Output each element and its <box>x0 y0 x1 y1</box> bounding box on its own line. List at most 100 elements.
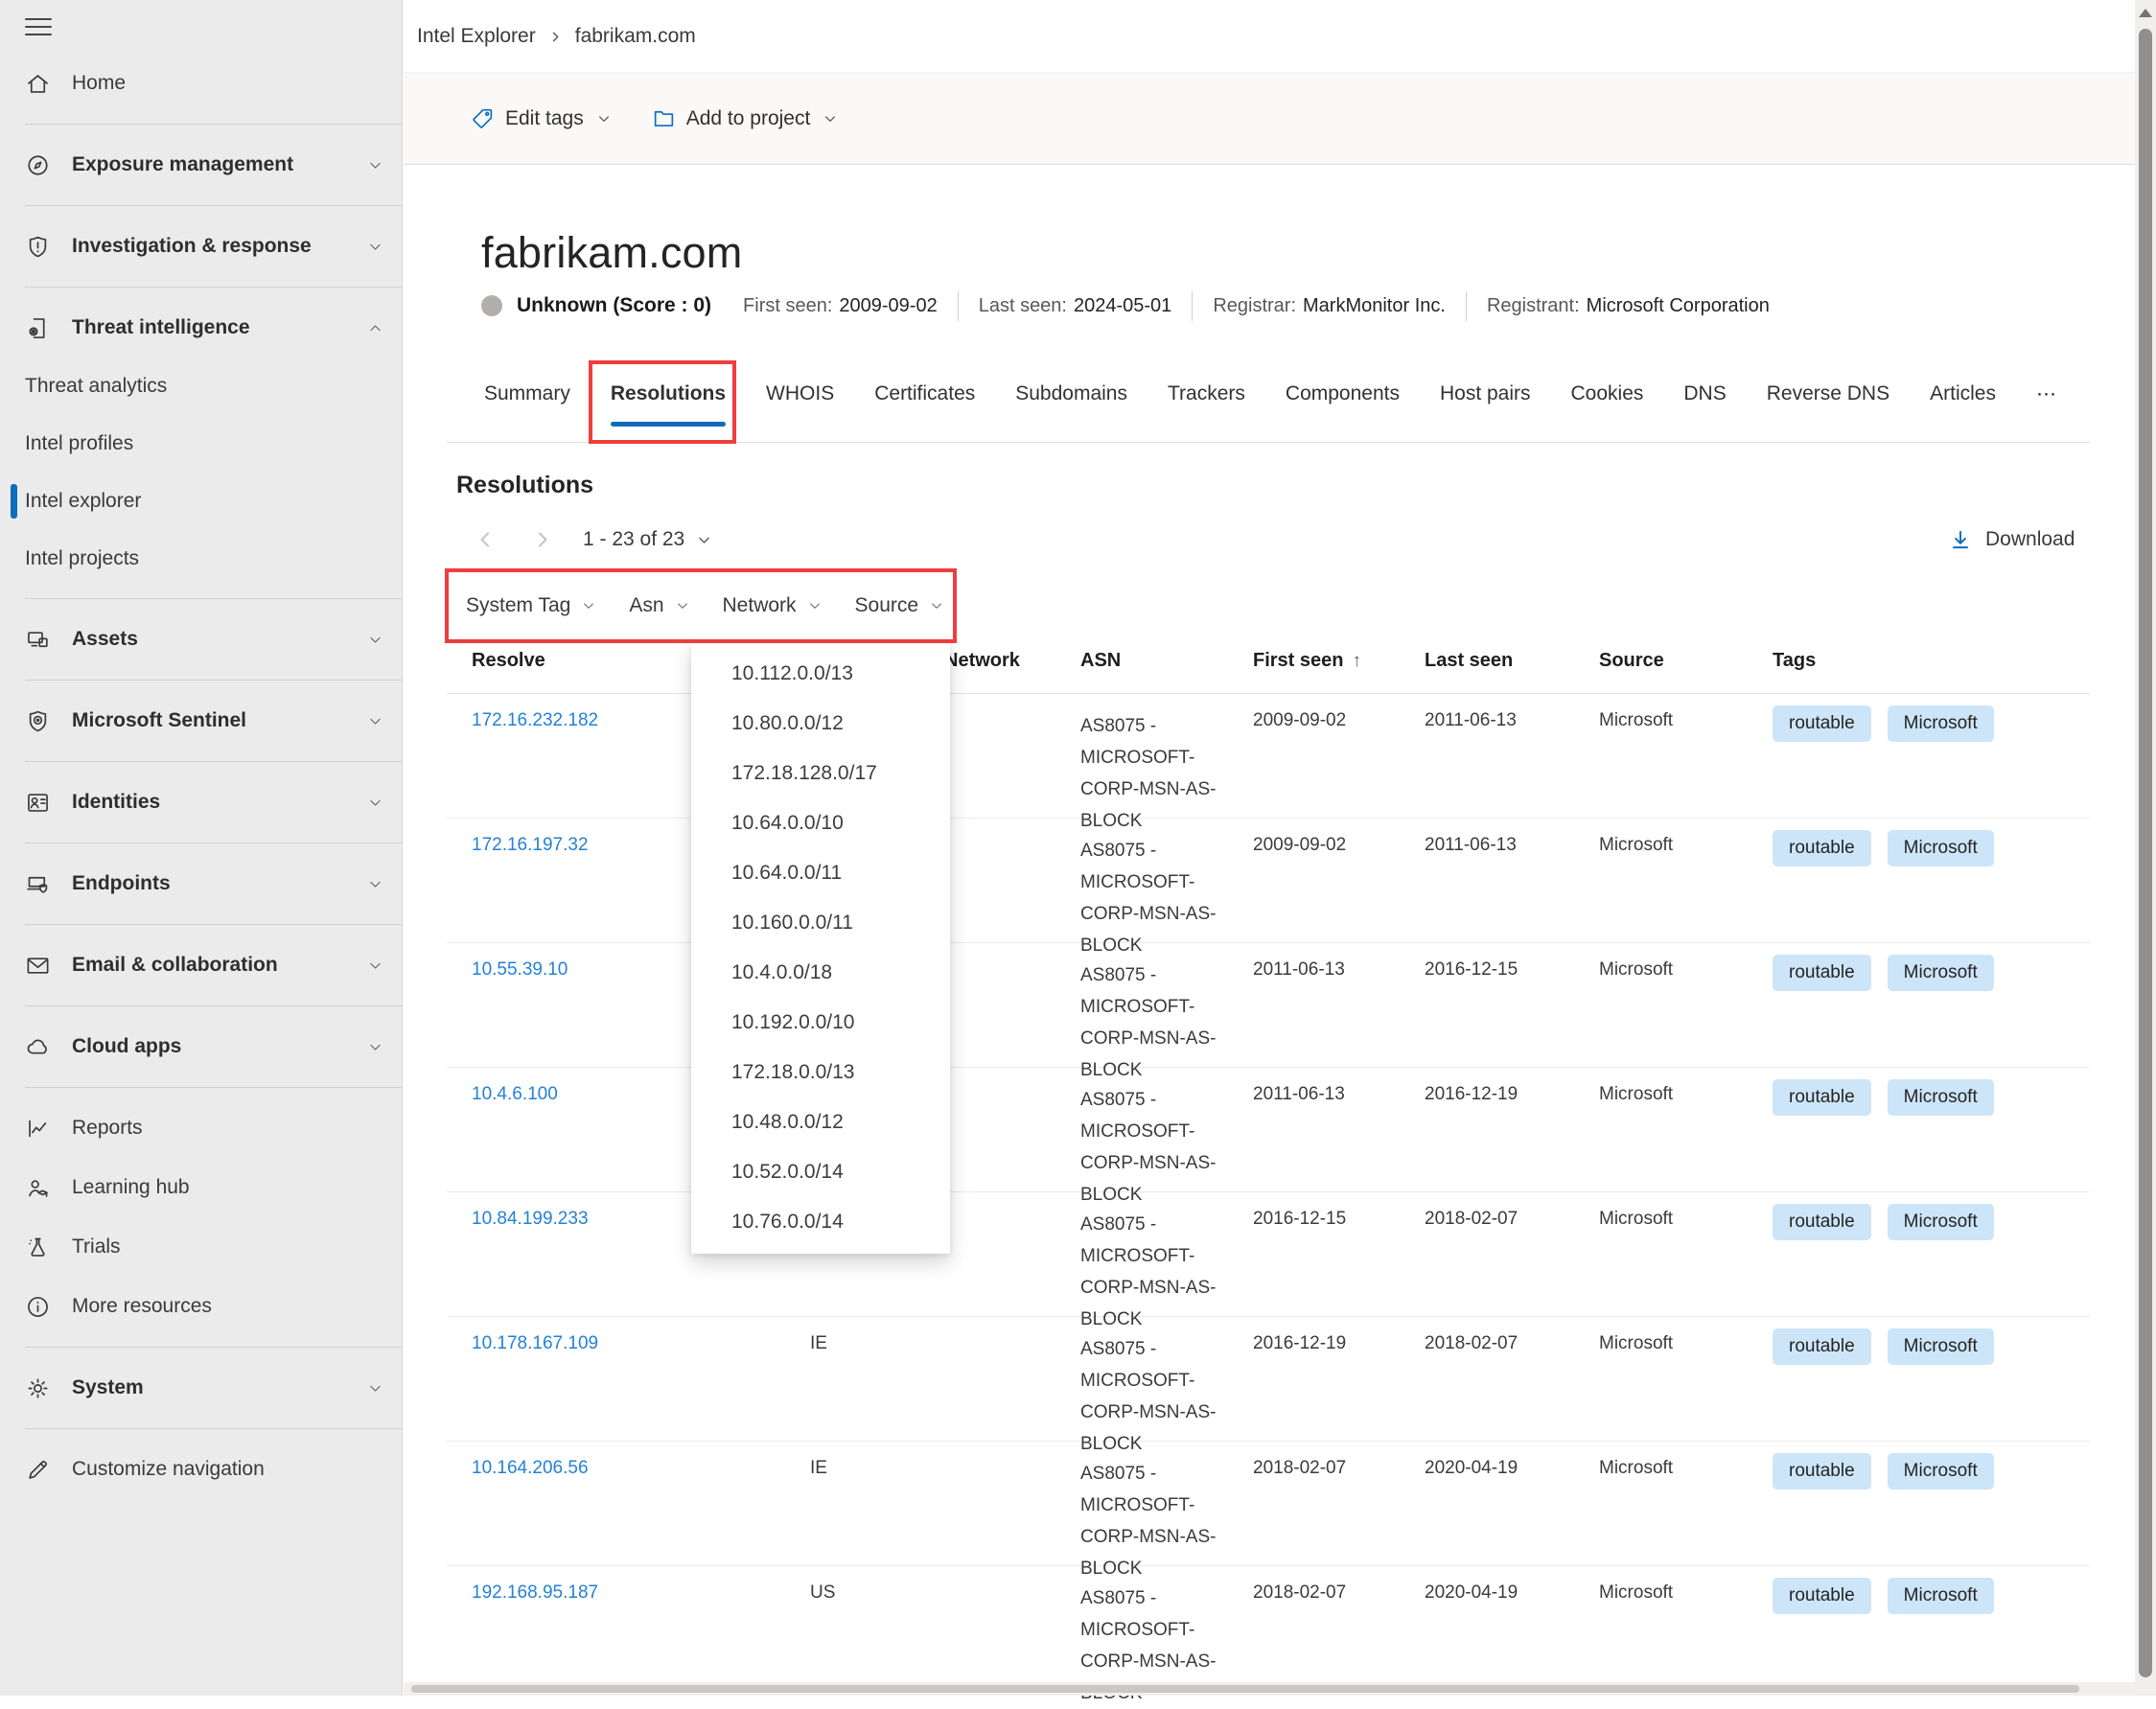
resolve-ip-link[interactable]: 172.16.197.32 <box>472 835 589 855</box>
tag-chip-microsoft[interactable]: Microsoft <box>1887 955 1994 991</box>
column-header-source[interactable]: Source <box>1599 650 1664 672</box>
sidebar-item-identities[interactable]: Identities <box>0 773 402 832</box>
sidebar-divider <box>25 205 402 206</box>
network-dropdown-option[interactable]: 10.64.0.0/11 <box>731 862 843 884</box>
breadcrumb-intel-explorer[interactable]: Intel Explorer <box>417 24 536 47</box>
download-button[interactable]: Download <box>1948 520 2075 560</box>
sidebar-item-more-resources[interactable]: More resources <box>0 1277 402 1336</box>
tag-chip-routable[interactable]: routable <box>1773 1079 1871 1116</box>
filter-system-tag[interactable]: System Tag <box>466 594 596 617</box>
sidebar-item-intel-projects[interactable]: Intel projects <box>0 530 402 588</box>
column-header-resolve[interactable]: Resolve <box>472 650 545 672</box>
tag-chip-microsoft[interactable]: Microsoft <box>1887 1079 1994 1116</box>
sidebar-item-trials[interactable]: Trials <box>0 1217 402 1277</box>
tab-host-pairs[interactable]: Host pairs <box>1439 382 1531 404</box>
sidebar-item-learning-hub[interactable]: Learning hub <box>0 1158 402 1217</box>
tab-more[interactable]: ⋯ <box>2035 382 2056 405</box>
tag-chip-microsoft[interactable]: Microsoft <box>1887 1453 1994 1490</box>
previous-page-button[interactable] <box>474 528 497 551</box>
vertical-scrollbar-thumb[interactable] <box>2139 29 2152 1677</box>
scroll-up-arrow-icon[interactable] <box>2139 9 2152 17</box>
tag-chip-routable[interactable]: routable <box>1773 705 1871 742</box>
network-dropdown-option[interactable]: 10.52.0.0/14 <box>731 1161 844 1183</box>
sidebar-item-threat-analytics[interactable]: Threat analytics <box>0 358 402 415</box>
sidebar-item-home[interactable]: Home <box>0 54 402 113</box>
column-header-last-seen[interactable]: Last seen <box>1425 650 1513 672</box>
filter-source[interactable]: Source <box>855 594 945 617</box>
page-range-selector[interactable]: 1 - 23 of 23 <box>583 528 712 551</box>
next-page-button[interactable] <box>531 528 554 551</box>
sidebar-item-label: Endpoints <box>72 872 171 894</box>
tab-trackers[interactable]: Trackers <box>1168 382 1245 404</box>
sidebar-item-system[interactable]: System <box>0 1358 402 1418</box>
tab-reverse-dns[interactable]: Reverse DNS <box>1766 382 1890 404</box>
tag-chip-routable[interactable]: routable <box>1773 1578 1871 1614</box>
resolve-ip-link[interactable]: 10.55.39.10 <box>472 959 568 980</box>
sidebar-item-reports[interactable]: Reports <box>0 1098 402 1158</box>
resolve-ip-link[interactable]: 10.164.206.56 <box>472 1458 589 1478</box>
filter-network[interactable]: Network <box>723 594 823 617</box>
sidebar-item-investigation-response[interactable]: Investigation & response <box>0 217 402 276</box>
tab-dns[interactable]: DNS <box>1683 382 1727 404</box>
score-indicator-dot <box>481 295 502 316</box>
tag-chip-routable[interactable]: routable <box>1773 1328 1871 1365</box>
tab-cookies[interactable]: Cookies <box>1570 382 1644 404</box>
sidebar-item-intel-explorer[interactable]: Intel explorer <box>0 473 402 530</box>
tab-subdomains[interactable]: Subdomains <box>1015 382 1127 404</box>
tab-certificates[interactable]: Certificates <box>874 382 976 404</box>
column-header-tags[interactable]: Tags <box>1773 650 1816 672</box>
tab-resolutions[interactable]: Resolutions <box>610 362 727 443</box>
network-dropdown-option[interactable]: 172.18.0.0/13 <box>731 1061 855 1083</box>
tag-chip-microsoft[interactable]: Microsoft <box>1887 1328 1994 1365</box>
resolve-ip-link[interactable]: 172.16.232.182 <box>472 710 599 730</box>
network-dropdown-option[interactable]: 10.76.0.0/14 <box>731 1211 844 1233</box>
network-dropdown-option[interactable]: 10.48.0.0/12 <box>731 1111 844 1133</box>
table-row: 172.16.232.182 AS8075 - MICROSOFT-CORP-MS… <box>447 694 2090 831</box>
sidebar-item-endpoints[interactable]: Endpoints <box>0 854 402 913</box>
sidebar-item-threat-intelligence[interactable]: Threat intelligence <box>0 298 402 358</box>
network-dropdown-option[interactable]: 172.18.128.0/17 <box>731 762 877 784</box>
sidebar-item-exposure-management[interactable]: Exposure management <box>0 135 402 195</box>
tag-chip-microsoft[interactable]: Microsoft <box>1887 830 1994 866</box>
tag-chip-routable[interactable]: routable <box>1773 1204 1871 1240</box>
tag-chip-microsoft[interactable]: Microsoft <box>1887 1578 1994 1614</box>
sidebar-item-cloud-apps[interactable]: Cloud apps <box>0 1017 402 1076</box>
tab-summary[interactable]: Summary <box>484 382 570 404</box>
tag-chip-routable[interactable]: routable <box>1773 830 1871 866</box>
column-header-asn[interactable]: ASN <box>1080 650 1121 672</box>
network-dropdown-option[interactable]: 10.64.0.0/10 <box>731 812 844 834</box>
resolve-ip-link[interactable]: 10.84.199.233 <box>472 1209 589 1229</box>
sidebar-item-email-collaboration[interactable]: Email & collaboration <box>0 935 402 995</box>
tab-components[interactable]: Components <box>1285 382 1400 404</box>
selected-indicator <box>11 484 17 519</box>
tag-chip-routable[interactable]: routable <box>1773 955 1871 991</box>
tag-chip-routable[interactable]: routable <box>1773 1453 1871 1490</box>
network-dropdown-option[interactable]: 10.192.0.0/10 <box>731 1011 855 1033</box>
cell-source: Microsoft <box>1599 1582 1674 1603</box>
resolve-ip-link[interactable]: 10.4.6.100 <box>472 1084 558 1104</box>
sidebar-item-customize-navigation[interactable]: Customize navigation <box>0 1440 402 1499</box>
tag-chip-microsoft[interactable]: Microsoft <box>1887 1204 1994 1240</box>
tab-whois[interactable]: WHOIS <box>766 382 835 404</box>
home-icon <box>25 71 51 97</box>
column-header-first-seen[interactable]: First seen ↑ <box>1253 650 1361 672</box>
table-row: 10.178.167.109 IE AS8075 - MICROSOFT-CORP-… <box>447 1317 2090 1454</box>
sidebar-item-microsoft-sentinel[interactable]: Microsoft Sentinel <box>0 691 402 751</box>
menu-button[interactable] <box>0 0 402 54</box>
tag-chip-microsoft[interactable]: Microsoft <box>1887 705 1994 742</box>
edit-tags-button[interactable]: Edit tags <box>471 106 612 130</box>
column-header-network[interactable]: Network <box>944 650 1020 672</box>
resolve-ip-link[interactable]: 192.168.95.187 <box>472 1582 599 1603</box>
horizontal-scrollbar-thumb[interactable] <box>411 1685 2079 1693</box>
filter-asn[interactable]: Asn <box>629 594 689 617</box>
sidebar-item-assets[interactable]: Assets <box>0 610 402 669</box>
horizontal-scrollbar <box>404 1682 2135 1696</box>
network-dropdown-option[interactable]: 10.80.0.0/12 <box>731 712 844 734</box>
network-dropdown-option[interactable]: 10.4.0.0/18 <box>731 961 833 983</box>
tab-articles[interactable]: Articles <box>1930 382 1996 404</box>
network-dropdown-option[interactable]: 10.160.0.0/11 <box>731 912 853 934</box>
network-dropdown-option[interactable]: 10.112.0.0/13 <box>731 662 853 684</box>
add-to-project-button[interactable]: Add to project <box>652 106 839 130</box>
resolve-ip-link[interactable]: 10.178.167.109 <box>472 1333 599 1353</box>
sidebar-item-intel-profiles[interactable]: Intel profiles <box>0 415 402 473</box>
